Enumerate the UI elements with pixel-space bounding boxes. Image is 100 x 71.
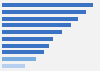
- Bar: [2, 44, 49, 47]
- Bar: [2, 30, 62, 34]
- Bar: [2, 57, 36, 61]
- Bar: [2, 37, 53, 41]
- Bar: [2, 3, 93, 7]
- Bar: [2, 64, 25, 68]
- Bar: [2, 24, 71, 27]
- Bar: [2, 10, 86, 14]
- Bar: [2, 17, 78, 21]
- Bar: [2, 50, 44, 54]
